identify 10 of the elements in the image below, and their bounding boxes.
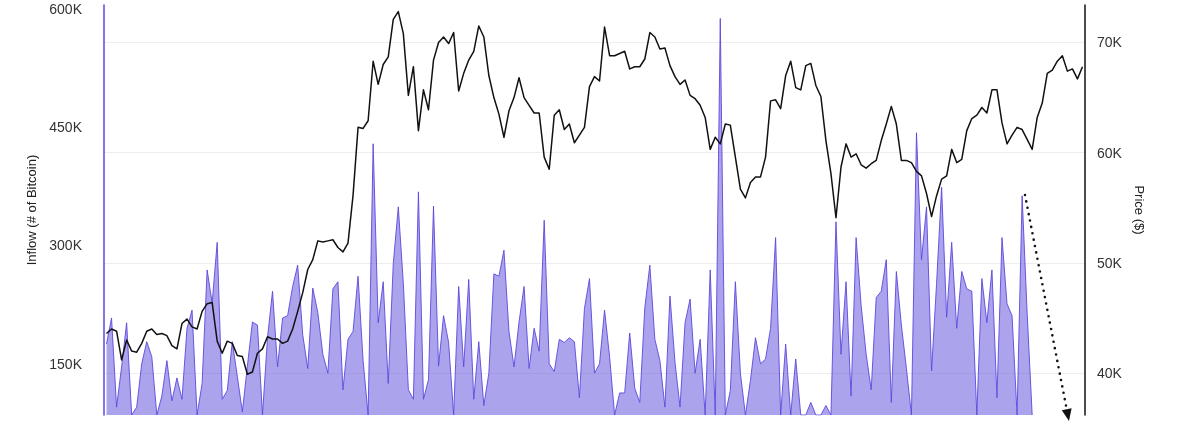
y-axis-title: Inflow (# of Bitcoin) <box>24 154 40 266</box>
y-tick-label: 600K <box>49 0 83 17</box>
y2-tick-label: 60K <box>1097 144 1123 161</box>
y2-tick-label: 70K <box>1097 34 1123 51</box>
y2-tick-label: 40K <box>1097 365 1123 382</box>
y-tick-label: 300K <box>49 237 83 254</box>
y2-tick-label: 50K <box>1097 254 1123 271</box>
y-tick-label: 150K <box>49 355 83 372</box>
y-tick-label: 450K <box>49 119 83 136</box>
y2-axis-title: Price ($) <box>1131 185 1147 235</box>
